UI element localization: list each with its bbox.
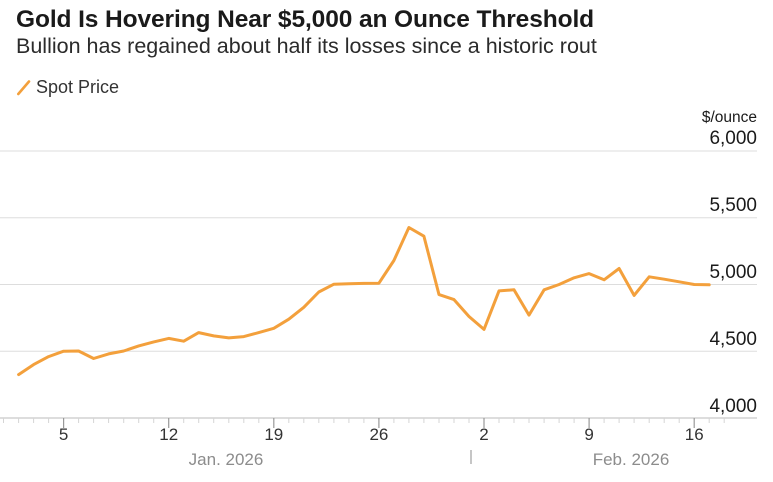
svg-text:4,000: 4,000: [709, 396, 757, 417]
svg-text:19: 19: [264, 425, 283, 444]
svg-text:16: 16: [685, 425, 704, 444]
svg-text:4,500: 4,500: [709, 329, 757, 350]
svg-text:6,000: 6,000: [709, 128, 757, 149]
svg-text:2: 2: [479, 425, 488, 444]
svg-text:9: 9: [584, 425, 593, 444]
svg-text:26: 26: [369, 425, 388, 444]
svg-text:$/ounce: $/ounce: [702, 109, 757, 126]
svg-text:5,000: 5,000: [709, 262, 757, 283]
svg-text:5,500: 5,500: [709, 195, 757, 216]
svg-text:12: 12: [159, 425, 178, 444]
svg-text:Feb. 2026: Feb. 2026: [593, 450, 670, 469]
svg-text:Jan. 2026: Jan. 2026: [189, 450, 264, 469]
svg-text:5: 5: [59, 425, 68, 444]
